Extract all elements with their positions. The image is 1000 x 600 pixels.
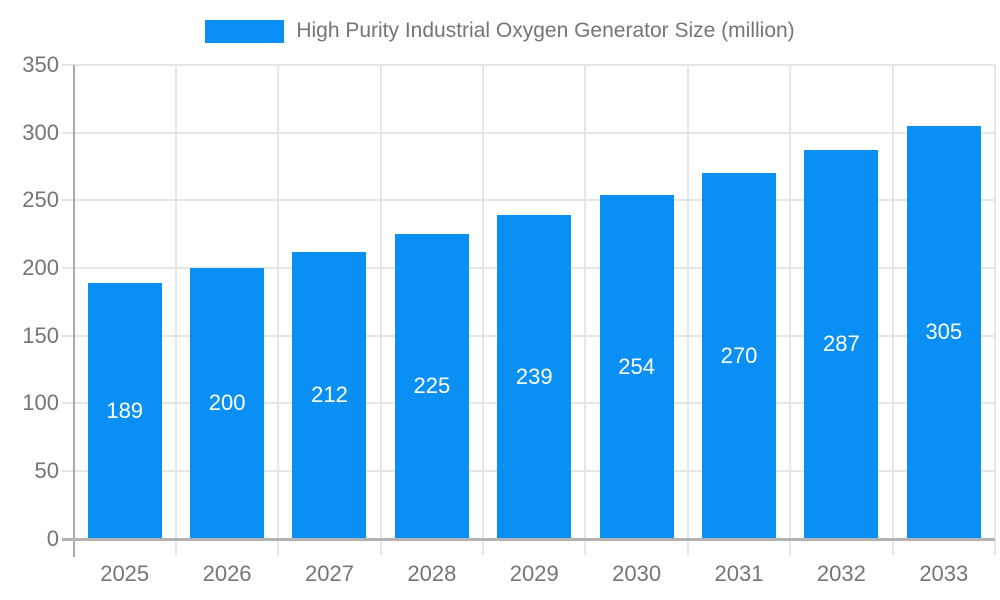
y-axis-tick-label: 0	[46, 525, 59, 551]
x-axis-tick-label: 2028	[407, 561, 457, 586]
bar[interactable]	[804, 150, 879, 539]
x-axis-tick-label: 2031	[714, 561, 764, 586]
y-axis-tick-label: 150	[22, 322, 59, 348]
legend-label: High Purity Industrial Oxygen Generator …	[296, 19, 795, 42]
x-gridline	[789, 65, 792, 555]
bar-value-label: 200	[208, 390, 246, 416]
x-axis-tick-label: 2032	[816, 561, 866, 586]
bar-value-label: 189	[106, 397, 144, 423]
bar-value-label: 254	[618, 353, 655, 379]
bar[interactable]	[394, 234, 469, 539]
y-gridline	[61, 199, 995, 202]
bar-value-label: 239	[515, 363, 553, 389]
x-gridline	[994, 65, 996, 555]
bar[interactable]	[292, 251, 367, 539]
bar[interactable]	[906, 125, 981, 539]
y-gridline	[61, 131, 995, 134]
bar-value-label: 225	[413, 373, 451, 399]
legend: High Purity Industrial Oxygen Generator …	[0, 19, 1000, 43]
bar[interactable]	[87, 282, 162, 539]
y-axis-tick-label: 250	[22, 187, 59, 213]
bar-value-label: 287	[823, 331, 860, 357]
x-axis-tick-label: 2027	[304, 561, 354, 586]
bar[interactable]	[702, 173, 777, 539]
x-gridline	[584, 65, 587, 555]
x-gridline	[174, 65, 177, 555]
y-axis-tick-label: 350	[22, 52, 59, 77]
x-axis-tick-label: 2026	[202, 561, 252, 586]
x-gridline	[482, 65, 485, 555]
x-gridline	[379, 65, 382, 555]
legend-swatch-icon	[205, 19, 285, 43]
y-axis-tick-label: 300	[22, 119, 59, 145]
y-gridline	[61, 64, 995, 66]
bar[interactable]	[599, 194, 674, 539]
x-axis-tick-label: 2025	[100, 561, 150, 586]
legend-item[interactable]: High Purity Industrial Oxygen Generator …	[205, 19, 795, 43]
x-axis-line	[61, 537, 995, 541]
x-axis-tick-label: 2030	[612, 561, 662, 586]
x-gridline	[891, 65, 894, 555]
y-axis-tick-label: 50	[34, 457, 59, 483]
x-gridline	[277, 65, 280, 555]
y-axis-tick-label: 100	[22, 390, 59, 416]
bar-value-label: 305	[925, 319, 963, 345]
x-axis-tick-label: 2029	[509, 561, 559, 586]
x-axis-tick-label: 2033	[919, 561, 969, 586]
y-axis-tick-label: 200	[22, 254, 59, 280]
bar-value-label: 270	[720, 342, 758, 368]
bar-value-label: 212	[311, 382, 348, 408]
y-axis-line	[72, 65, 75, 557]
bar[interactable]	[497, 215, 572, 539]
x-gridline	[686, 65, 689, 555]
bar[interactable]	[190, 267, 265, 539]
